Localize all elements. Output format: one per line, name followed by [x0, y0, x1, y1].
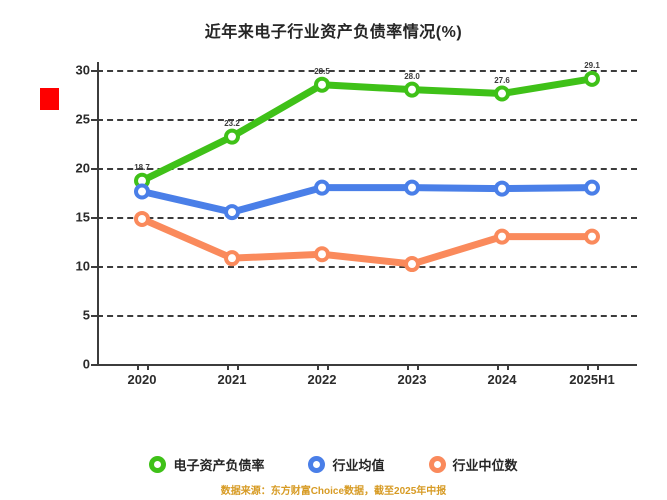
legend-marker-icon: [308, 456, 326, 473]
y-axis-tick-mark: [91, 266, 97, 268]
legend-label: 行业中位数: [452, 458, 518, 473]
legend-item[interactable]: 行业均值: [308, 455, 385, 474]
legend-marker-icon: [149, 456, 167, 473]
data-point-label: 28.0: [404, 71, 420, 81]
y-axis-tick-labels: 30 25 20 15 10 5 0: [48, 63, 90, 372]
x-axis-tick-mark: [507, 364, 509, 370]
legend-label: 行业均值: [332, 458, 385, 473]
gridline: [97, 364, 637, 366]
gridline: [97, 119, 637, 121]
y-axis-line: [97, 62, 99, 364]
data-point-label: 18.7: [134, 162, 150, 172]
x-axis-tick-mark: [587, 364, 589, 370]
x-axis-tick-mark: [147, 364, 149, 370]
x-axis-tick-mark: [227, 364, 229, 370]
x-axis-tick-label: 2020: [127, 372, 157, 387]
y-axis-tick-mark: [91, 217, 97, 219]
legend-item[interactable]: 电子资产负债率: [149, 455, 264, 474]
y-axis-tick-mark: [91, 168, 97, 170]
data-point-label: 28.5: [314, 66, 330, 76]
y-axis-tick-mark: [91, 119, 97, 121]
data-point-label: 27.6: [494, 75, 510, 85]
redaction-block: [40, 88, 59, 110]
chart-legend: 电子资产负债率 行业均值 行业中位数: [0, 455, 667, 474]
gridline: [97, 217, 637, 219]
data-point-label: 23.2: [224, 118, 240, 128]
x-axis-tick-label: 2025H1: [569, 372, 615, 387]
y-axis-tick-mark: [91, 70, 97, 72]
x-axis-tick-mark: [237, 364, 239, 370]
gridline: [97, 70, 637, 72]
x-axis-tick-mark: [317, 364, 319, 370]
y-axis-tick-label: 25: [75, 111, 90, 127]
x-axis-tick-label: 2024: [487, 372, 517, 387]
x-axis-tick-label: 2023: [397, 372, 427, 387]
legend-marker-icon: [428, 456, 446, 473]
y-axis-tick-label: 15: [75, 209, 90, 225]
y-axis-tick-mark: [91, 364, 97, 366]
x-axis-tick-labels: 2020 2021 2022 2023 2024 2025H1: [97, 372, 637, 398]
y-axis-tick-label: 5: [82, 307, 90, 323]
x-axis-tick-mark: [137, 364, 139, 370]
legend-item[interactable]: 行业中位数: [428, 455, 518, 474]
y-axis-tick-label: 10: [75, 258, 90, 274]
y-axis-tick-mark: [91, 315, 97, 317]
source-note: 数据来源：东方财富Choice数据，截至2025年中报: [220, 486, 447, 497]
y-axis-tick-label: 30: [75, 62, 90, 78]
y-axis-tick-label: 20: [75, 160, 90, 176]
gridline: [97, 266, 637, 268]
x-axis-tick-mark: [417, 364, 419, 370]
x-axis-tick-mark: [497, 364, 499, 370]
y-axis-tick-label: 0: [82, 356, 90, 372]
data-point-label: 29.1: [584, 60, 600, 70]
gridline: [97, 168, 637, 170]
x-axis-tick-mark: [327, 364, 329, 370]
plot-area: [97, 70, 637, 366]
x-axis-tick-label: 2022: [307, 372, 337, 387]
legend-label: 电子资产负债率: [173, 458, 265, 473]
chart-title: 近年来电子行业资产负债率情况(%): [204, 24, 463, 41]
x-axis-tick-mark: [597, 364, 599, 370]
x-axis-tick-mark: [407, 364, 409, 370]
gridline: [97, 315, 637, 317]
x-axis-tick-label: 2021: [217, 372, 247, 387]
